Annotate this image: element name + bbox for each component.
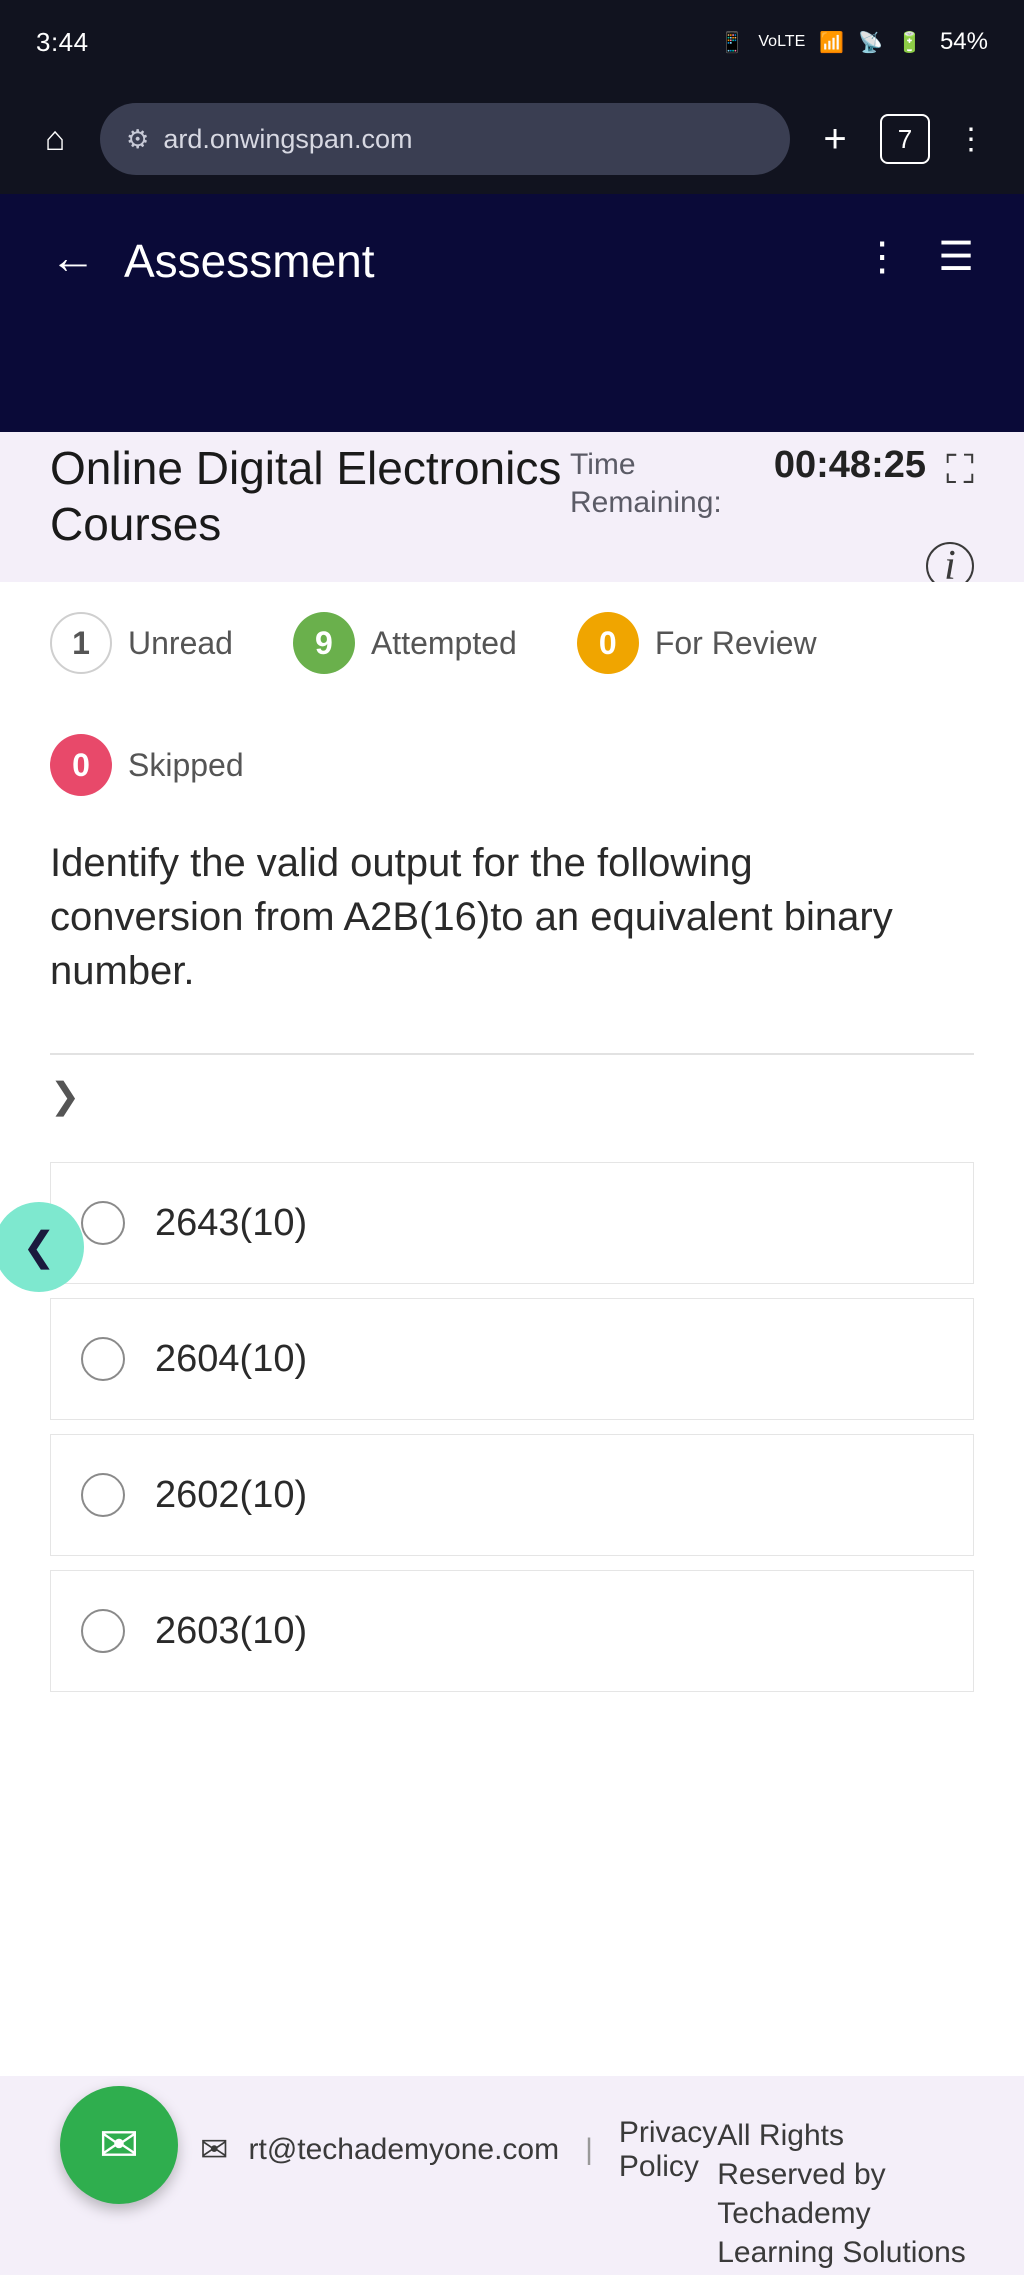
new-tab-button[interactable]: + (810, 117, 860, 162)
mail-icon: ✉ (200, 2130, 229, 2170)
option-label-1: 2604(10) (155, 1338, 307, 1381)
status-time: 3:44 (36, 27, 89, 58)
privacy-policy-link[interactable]: Privacy Policy (619, 2116, 717, 2184)
browser-menu-icon[interactable]: ⋮ (950, 122, 994, 157)
option-row-2[interactable]: 2602(10) (50, 1434, 974, 1556)
stat-attempted[interactable]: 9 Attempted (293, 612, 517, 674)
timer-value: 00:48:25 (774, 440, 926, 487)
fullscreen-icon[interactable]: ⛶ (946, 440, 974, 493)
support-email-link[interactable]: rt@techademyone.com (249, 2133, 560, 2167)
stat-unread[interactable]: 1 Unread (50, 612, 233, 674)
option-label-3: 2603(10) (155, 1610, 307, 1653)
option-row-1[interactable]: 2604(10) (50, 1298, 974, 1420)
status-bar: 3:44 📱 VoLTE 📶 📡 🔋 54% (0, 0, 1024, 84)
address-bar-text: ard.onwingspan.com (163, 124, 412, 155)
overflow-menu-icon[interactable]: ⋮ (862, 234, 902, 280)
option-radio-3[interactable] (81, 1609, 125, 1653)
options-list: 2643(10) 2604(10) 2602(10) 2603(10) (50, 1162, 974, 1692)
main-content: Online Digital Electronics Courses Time … (0, 432, 1024, 2275)
vibrate-icon: 📱 (719, 30, 744, 55)
home-icon[interactable]: ⌂ (30, 120, 80, 159)
page-footer: ✉ ✉ rt@techademyone.com | Privacy Policy… (0, 2076, 1024, 2275)
option-radio-0[interactable] (81, 1201, 125, 1245)
tab-count-button[interactable]: 7 (880, 114, 930, 164)
browser-toolbar: ⌂ ⚙ ard.onwingspan.com + 7 ⋮ (0, 84, 1024, 194)
battery-percent: 54% (940, 28, 988, 56)
status-icons: 📱 VoLTE 📶 📡 🔋 54% (719, 28, 988, 56)
site-settings-icon[interactable]: ⚙ (126, 124, 149, 155)
address-bar[interactable]: ⚙ ard.onwingspan.com (100, 103, 790, 175)
course-banner: Online Digital Electronics Courses Time … (0, 432, 1024, 582)
stat-review[interactable]: 0 For Review (577, 612, 817, 674)
hamburger-menu-icon[interactable]: ☰ (938, 234, 974, 280)
attempted-count-badge: 9 (293, 612, 355, 674)
wifi-icon: 📡 (858, 30, 883, 55)
header-action-icons: ⋮ ☰ (862, 234, 974, 280)
option-label-2: 2602(10) (155, 1474, 307, 1517)
stat-skipped[interactable]: 0 Skipped (50, 734, 244, 796)
volte-icon: VoLTE (758, 33, 805, 51)
course-title: Online Digital Electronics Courses (50, 440, 570, 552)
option-label-0: 2643(10) (155, 1202, 307, 1245)
signal-icon: 📶 (819, 30, 844, 55)
timer-block: Time Remaining: 00:48:25 ⛶ (570, 440, 974, 521)
expand-question-chevron[interactable]: ❯ (50, 1075, 974, 1117)
question-text: Identify the valid output for the follow… (50, 836, 950, 998)
app-header: ← Assessment ⋮ ☰ (0, 194, 1024, 432)
timer-label: Time Remaining: (570, 440, 754, 521)
option-row-0[interactable]: 2643(10) (50, 1162, 974, 1284)
attempt-stats-row: 1 Unread 9 Attempted 0 For Review 0 Skip… (0, 582, 1024, 826)
chat-bubble-icon: ✉ (99, 2117, 139, 2173)
unread-label: Unread (128, 625, 233, 662)
option-radio-2[interactable] (81, 1473, 125, 1517)
footer-contact: ✉ rt@techademyone.com | Privacy Policy (200, 2116, 717, 2184)
chat-support-button[interactable]: ✉ (60, 2086, 178, 2204)
attempted-label: Attempted (371, 625, 517, 662)
skipped-label: Skipped (128, 747, 244, 784)
skipped-count-badge: 0 (50, 734, 112, 796)
back-button[interactable]: ← (50, 234, 96, 280)
option-row-3[interactable]: 2603(10) (50, 1570, 974, 1692)
review-label: For Review (655, 625, 817, 662)
question-area: Identify the valid output for the follow… (0, 826, 1024, 2076)
battery-icon: 🔋 (897, 30, 922, 55)
option-radio-1[interactable] (81, 1337, 125, 1381)
review-count-badge: 0 (577, 612, 639, 674)
unread-count-badge: 1 (50, 612, 112, 674)
page-title: Assessment (124, 234, 974, 288)
footer-rights-text: All Rights Reserved by Techademy Learnin… (717, 2116, 974, 2275)
